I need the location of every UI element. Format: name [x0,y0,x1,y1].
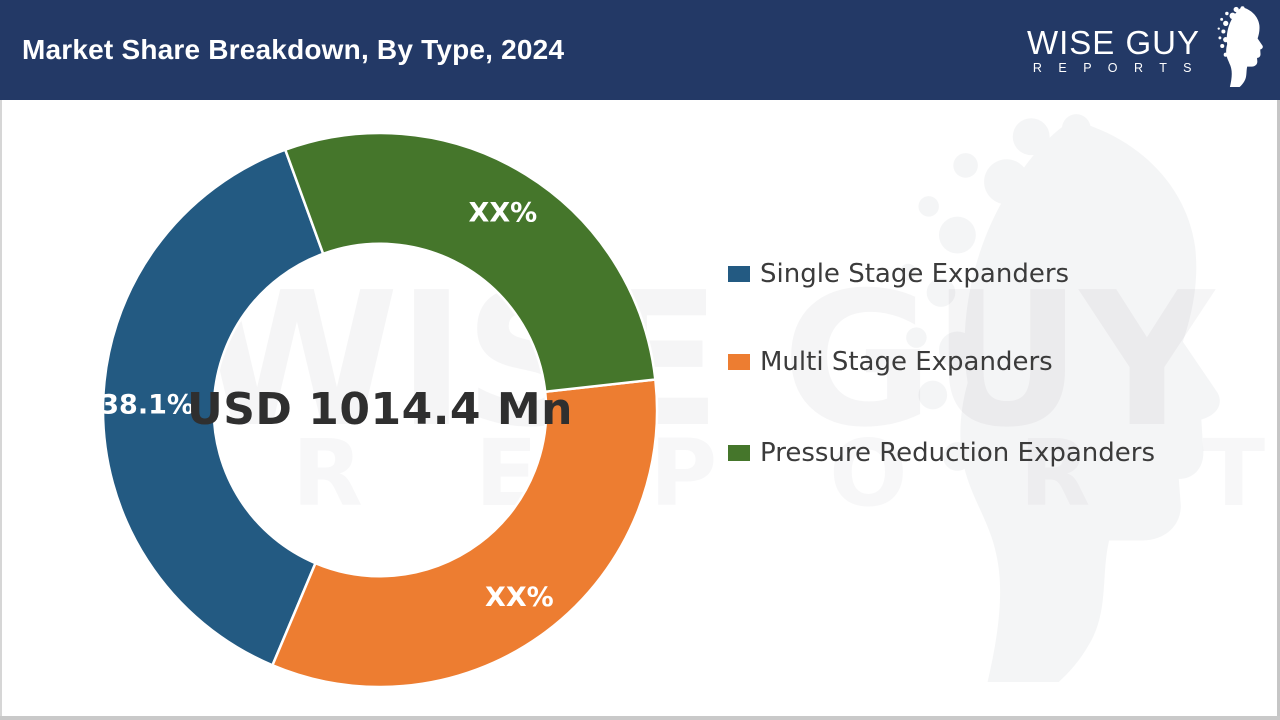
donut-segment-single-stage-expanders[interactable] [101,148,325,667]
logo-face-icon [1217,6,1263,87]
legend-swatch-multi-stage-expanders [728,354,750,370]
donut-segment-percentage-label: 38.1% [100,390,194,421]
page-title: Market Share Breakdown, By Type, 2024 [22,34,565,65]
donut-segment-pressure-reduction-expanders[interactable] [284,131,657,393]
donut-segment-percentage-label: XX% [469,198,538,229]
legend-swatch-single-stage-expanders [728,266,750,282]
donut-center-value: USD 1014.4 Mn [187,384,573,435]
logo-wordmark: WISE GUY [1026,24,1200,61]
legend-item-multi-stage-expanders[interactable]: Multi Stage Expanders [728,347,1053,377]
legend-label: Multi Stage Expanders [760,347,1053,377]
legend-label: Single Stage Expanders [760,259,1070,289]
donut-chart: 38.1% XX% XX% [100,131,659,689]
wise-guy-logo[interactable]: WISE GUY R E P O R T S [1002,0,1272,100]
legend-item-pressure-reduction-expanders[interactable]: Pressure Reduction Expanders [728,438,1155,468]
page-border-bottom [0,716,1280,720]
legend-swatch-pressure-reduction-expanders [728,445,750,461]
logo-reports-text: R E P O R T S [1032,61,1198,75]
donut-segment-multi-stage-expanders[interactable] [271,378,659,689]
page-border-right [1277,100,1280,720]
header-banner: Market Share Breakdown, By Type, 2024 WI… [0,0,1280,100]
legend-item-single-stage-expanders[interactable]: Single Stage Expanders [728,259,1069,289]
legend-label: Pressure Reduction Expanders [760,438,1155,468]
page-border-left [0,100,2,720]
donut-segment-percentage-label: XX% [485,582,554,613]
